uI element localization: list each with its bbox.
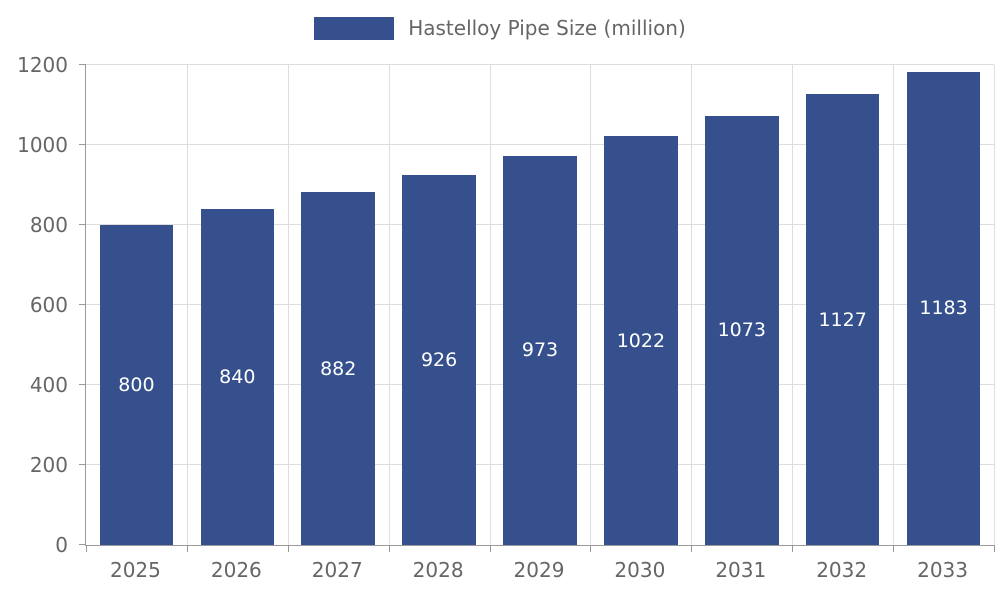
legend-swatch [314,16,395,40]
v-gridline [691,65,693,545]
y-tick-label: 1000 [17,133,68,157]
x-tick-mark [994,545,995,552]
x-tick-mark [590,545,592,552]
v-gridline [590,65,592,545]
x-tick-label: 2031 [715,558,767,582]
y-tick-mark [79,384,86,386]
x-axis-labels: 2025 2026 2027 2028 2029 2030 2031 2032 2033 [85,546,993,591]
h-gridline [86,64,994,65]
v-gridline [792,65,794,545]
bar-value-label: 800 [118,374,155,396]
x-tick-mark [388,545,390,552]
y-tick-mark [79,544,86,545]
x-tick-mark [893,545,895,552]
bar: 926 [402,174,476,545]
x-tick-mark [287,545,289,552]
bar-value-label: 973 [521,339,559,362]
y-tick-label: 600 [29,293,68,317]
bar: 973 [503,155,577,545]
v-gridline [186,65,188,545]
y-tick-mark [79,144,86,145]
x-tick-mark [792,545,794,552]
x-tick-label: 2028 [412,558,464,582]
legend-label: Hastelloy Pipe Size (million) [408,16,686,40]
h-gridline [86,144,994,145]
y-tick-mark [79,224,86,226]
x-tick-label: 2033 [917,558,968,582]
y-axis-labels: 0 200 400 600 800 1000 1200 [0,53,76,557]
bar: 1127 [805,94,880,545]
y-tick-label: 800 [29,213,68,238]
x-tick-label: 2027 [311,558,363,582]
plot-area: 800 840 882 926 973 1022 1073 1127 1183 [79,64,995,552]
v-gridline [994,65,995,545]
y-tick-mark [79,464,86,466]
x-tick-mark [489,545,491,552]
x-tick-label: 2025 [109,558,161,582]
v-gridline [287,65,289,545]
y-tick-label: 1200 [17,53,68,77]
bar-value-label: 1127 [818,308,867,331]
x-tick-mark [86,545,87,552]
legend[interactable]: Hastelloy Pipe Size (million) [0,16,1000,40]
v-gridline [489,65,491,545]
bar-value-label: 926 [420,348,458,371]
bar-value-label: 1022 [616,329,666,352]
x-tick-label: 2026 [210,558,262,582]
x-tick-label: 2029 [513,558,565,582]
v-gridline [893,65,895,545]
bar: 882 [301,192,376,545]
bar-value-label: 1183 [919,297,968,320]
y-tick-label: 0 [55,533,68,557]
bar-value-label: 840 [219,366,256,388]
y-tick-label: 400 [29,373,68,398]
x-tick-mark [691,545,693,552]
y-tick-label: 200 [29,453,68,478]
bar: 840 [200,209,275,545]
bar-value-label: 1073 [717,319,766,342]
bar: 1073 [704,115,779,545]
x-tick-mark [186,545,188,552]
bar: 800 [99,225,174,545]
bar: 1022 [604,136,678,545]
y-tick-mark [79,304,86,305]
bar: 1183 [906,71,981,545]
x-tick-label: 2032 [816,558,868,582]
v-gridline [388,65,390,545]
y-tick-mark [79,64,86,65]
x-tick-label: 2030 [614,558,666,582]
bar-value-label: 882 [320,357,357,380]
